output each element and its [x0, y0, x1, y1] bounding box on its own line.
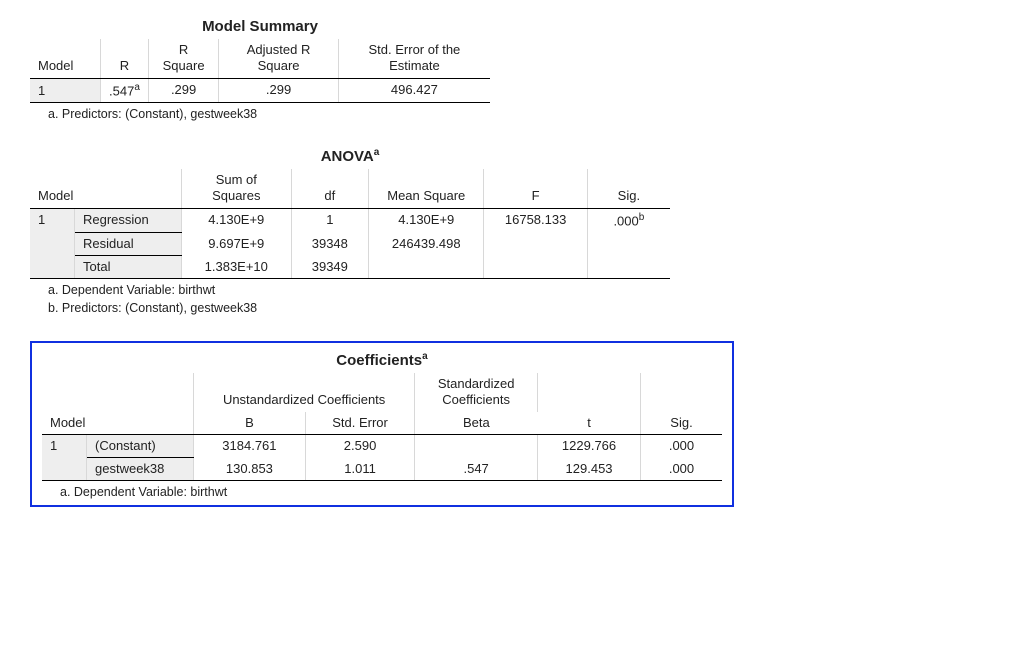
col-f: F: [484, 169, 587, 208]
col-sig: Sig.: [587, 169, 670, 208]
col-beta: Beta: [415, 412, 538, 435]
cell-t: 129.453: [538, 458, 641, 481]
cell-source: Residual: [75, 232, 182, 255]
model-summary-block: Model Summary Model R R Square Adjusted …: [30, 18, 490, 121]
col-adj-rsq: Adjusted R Square: [219, 39, 339, 78]
anova-block: ANOVAa Model Sum of Squares df Mean Squa…: [30, 147, 670, 315]
col-df: df: [291, 169, 369, 208]
anova-footnote-b: b. Predictors: (Constant), gestweek38: [48, 301, 670, 315]
cell-beta: .547: [415, 458, 538, 481]
col-t: t: [538, 373, 641, 434]
cell-ms: 246439.498: [369, 232, 484, 255]
coefficients-highlight-box: Coefficientsa Model Unstandardized Coeff…: [30, 341, 734, 507]
cell-ss: 1.383E+10: [182, 255, 292, 278]
table-row: 1 (Constant) 3184.761 2.590 1229.766 .00…: [42, 434, 722, 457]
cell-sig: [587, 232, 670, 255]
coefficients-table: Model Unstandardized Coefficients Standa…: [42, 373, 722, 481]
cell-ss: 4.130E+9: [182, 208, 292, 232]
table-row: Residual 9.697E+9 39348 246439.498: [30, 232, 670, 255]
cell-df: 39348: [291, 232, 369, 255]
cell-term: (Constant): [87, 434, 194, 457]
model-summary-table: Model R R Square Adjusted R Square Std. …: [30, 39, 490, 103]
cell-f: 16758.133: [484, 208, 587, 232]
cell-t: 1229.766: [538, 434, 641, 457]
cell-df: 1: [291, 208, 369, 232]
cell-model: 1: [42, 434, 87, 481]
col-r: R: [101, 39, 149, 78]
cell-adjrsq: .299: [219, 78, 339, 103]
cell-sig: .000b: [587, 208, 670, 232]
cell-rsq: .299: [148, 78, 218, 103]
col-b: B: [194, 412, 306, 435]
cell-sig: [587, 255, 670, 278]
anova-title: ANOVAa: [30, 147, 670, 165]
cell-f: [484, 232, 587, 255]
col-model: Model: [30, 39, 101, 78]
cell-ms: 4.130E+9: [369, 208, 484, 232]
table-row: Total 1.383E+10 39349: [30, 255, 670, 278]
cell-source: Total: [75, 255, 182, 278]
col-ss: Sum of Squares: [182, 169, 292, 208]
cell-df: 39349: [291, 255, 369, 278]
col-rsq: R Square: [148, 39, 218, 78]
table-row: 1 Regression 4.130E+9 1 4.130E+9 16758.1…: [30, 208, 670, 232]
cell-source: Regression: [75, 208, 182, 232]
coefficients-footnote-a: a. Dependent Variable: birthwt: [60, 485, 722, 499]
col-model: Model: [30, 169, 182, 208]
model-summary-footnote-a: a. Predictors: (Constant), gestweek38: [48, 107, 490, 121]
table-row: 1 .547a .299 .299 496.427: [30, 78, 490, 103]
cell-term: gestweek38: [87, 458, 194, 481]
cell-b: 3184.761: [194, 434, 306, 457]
model-summary-title: Model Summary: [30, 18, 490, 35]
col-std: Standardized Coefficients: [415, 373, 538, 412]
col-sig: Sig.: [641, 373, 722, 434]
cell-ss: 9.697E+9: [182, 232, 292, 255]
col-ms: Mean Square: [369, 169, 484, 208]
cell-ms: [369, 255, 484, 278]
anova-table: Model Sum of Squares df Mean Square F Si…: [30, 169, 670, 279]
cell-b: 130.853: [194, 458, 306, 481]
cell-sig: .000: [641, 458, 722, 481]
cell-se: 1.011: [305, 458, 414, 481]
col-stderr: Std. Error of the Estimate: [338, 39, 490, 78]
cell-model: 1: [30, 208, 75, 279]
cell-beta: [415, 434, 538, 457]
anova-footnote-a: a. Dependent Variable: birthwt: [48, 283, 670, 297]
col-se: Std. Error: [305, 412, 414, 435]
cell-r: .547a: [101, 78, 149, 103]
cell-stderr: 496.427: [338, 78, 490, 103]
cell-f: [484, 255, 587, 278]
table-row: gestweek38 130.853 1.011 .547 129.453 .0…: [42, 458, 722, 481]
cell-model: 1: [30, 78, 101, 103]
coefficients-title: Coefficientsa: [42, 351, 722, 369]
col-unstd: Unstandardized Coefficients: [194, 373, 415, 412]
cell-se: 2.590: [305, 434, 414, 457]
cell-sig: .000: [641, 434, 722, 457]
col-model: Model: [42, 373, 194, 434]
